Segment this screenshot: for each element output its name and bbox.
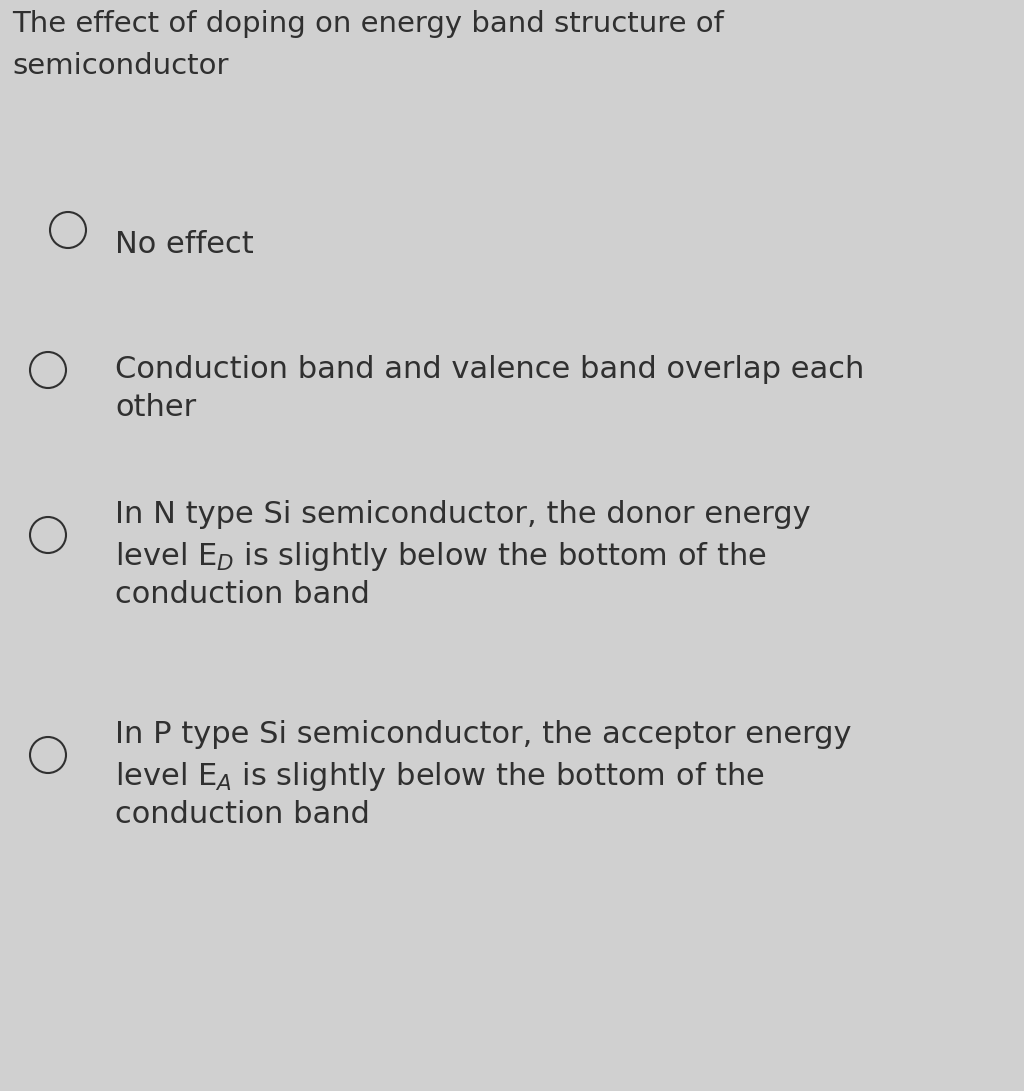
Text: level E$_{D}$ is slightly below the bottom of the: level E$_{D}$ is slightly below the bott… xyxy=(115,540,767,573)
Text: The effect of doping on energy band structure of: The effect of doping on energy band stru… xyxy=(12,10,724,38)
Text: In N type Si semiconductor, the donor energy: In N type Si semiconductor, the donor en… xyxy=(115,500,811,529)
Text: semiconductor: semiconductor xyxy=(12,52,228,80)
Text: In P type Si semiconductor, the acceptor energy: In P type Si semiconductor, the acceptor… xyxy=(115,720,852,750)
Text: No effect: No effect xyxy=(115,230,254,259)
Text: other: other xyxy=(115,393,197,422)
Text: Conduction band and valence band overlap each: Conduction band and valence band overlap… xyxy=(115,355,864,384)
Text: conduction band: conduction band xyxy=(115,580,370,609)
Text: conduction band: conduction band xyxy=(115,800,370,829)
Text: level E$_{A}$ is slightly below the bottom of the: level E$_{A}$ is slightly below the bott… xyxy=(115,760,765,793)
